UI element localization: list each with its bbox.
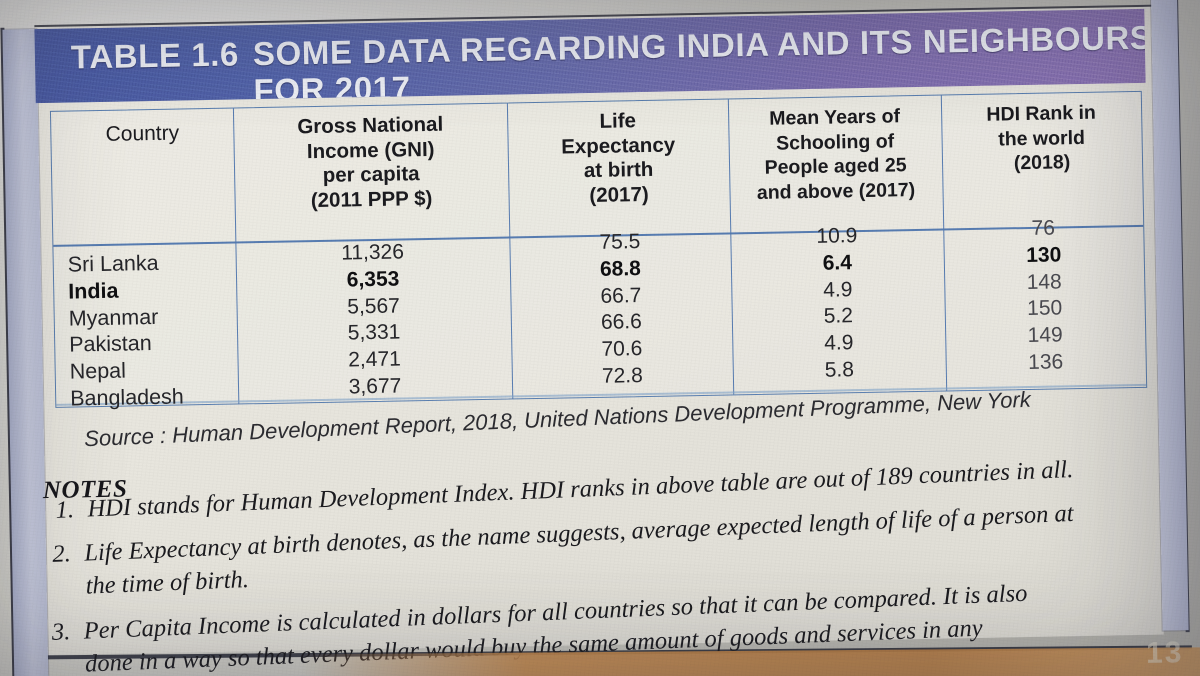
note-number: 3. <box>51 618 71 646</box>
header-hdi-l2: the world <box>998 126 1086 151</box>
header-gni-l2: Income (GNI) <box>306 137 435 163</box>
table-cell: 136 <box>1027 350 1064 374</box>
header-country-text: Country <box>105 121 180 146</box>
table-cell: 70.6 <box>601 337 643 362</box>
table-cell: Myanmar <box>68 304 159 331</box>
table-cell: Pakistan <box>69 331 152 357</box>
table-cell: 68.8 <box>599 256 642 281</box>
table-cell: 5.2 <box>823 304 854 329</box>
table-cell: 75.5 <box>599 230 641 254</box>
table-cell: Sri Lanka <box>67 250 159 277</box>
data-table: Country Gross National Income (GNI) per … <box>49 90 1148 411</box>
column-values-gni: 11,326 6,353 5,567 5,331 2,471 3,677 <box>235 237 512 403</box>
table-title-line1: SOME DATA REGARDING INDIA AND ITS NEIGHB… <box>252 18 1146 73</box>
note-number: 1. <box>55 496 75 524</box>
table-cell: 66.7 <box>600 283 642 308</box>
column-header-country: Country <box>51 121 233 149</box>
column-values-country: Sri Lanka India Myanmar Pakistan Nepal Bangla… <box>68 249 239 413</box>
header-life-l4: (2017) <box>589 182 649 207</box>
table-cell: 72.8 <box>601 364 644 388</box>
header-school-l4: and above (2017) <box>756 178 916 204</box>
table-cell: 66.6 <box>600 310 643 335</box>
table-cell: 4.9 <box>823 277 853 302</box>
column-header-life-expectancy: Life Expectancy at birth (2017) <box>507 107 730 209</box>
note-number: 2. <box>51 540 72 568</box>
column-header-gni: Gross National Income (GNI) per capita (… <box>233 112 509 215</box>
table-cell: 149 <box>1027 323 1063 348</box>
table-cell: 3,677 <box>348 374 402 399</box>
column-values-life: 75.5 68.8 66.7 66.6 70.6 72.8 <box>509 227 733 392</box>
header-hdi-l1: HDI Rank in <box>986 101 1097 126</box>
column-values-schooling: 10.9 6.4 4.9 5.2 4.9 5.8 <box>730 222 946 387</box>
header-school-l1: Mean Years of <box>769 105 901 130</box>
table-cell: Nepal <box>69 358 127 384</box>
table-cell: 148 <box>1026 269 1062 294</box>
header-gni-l4: (2011 PPP $) <box>310 186 433 212</box>
header-gni-l1: Gross National <box>297 112 444 139</box>
page-number: 13 <box>1145 636 1184 670</box>
table-number: TABLE 1.6 <box>70 35 240 76</box>
column-header-hdi-rank: HDI Rank in the world (2018) <box>941 100 1142 177</box>
table-cell: 5.8 <box>824 358 855 382</box>
table-cell: 6.4 <box>822 251 853 275</box>
table-cell: 4.9 <box>824 331 854 355</box>
column-values-hdi-rank: 76 130 148 150 149 136 <box>943 214 1146 378</box>
header-school-l3: People aged 25 <box>764 154 907 179</box>
table-cell: Bangladesh <box>69 384 184 411</box>
header-school-l2: Schooling of <box>775 129 895 155</box>
header-life-l3: at birth <box>583 157 654 183</box>
table-cell: 150 <box>1026 296 1063 321</box>
table-cell: 76 <box>1031 216 1056 240</box>
table-cell: 10.9 <box>816 224 858 248</box>
header-hdi-l3: (2018) <box>1013 151 1071 175</box>
header-life-l2: Expectancy <box>560 132 676 159</box>
header-life-l1: Life <box>599 109 637 133</box>
header-gni-l3: per capita <box>322 162 420 187</box>
table-cell: India <box>68 278 119 304</box>
table-cell: 130 <box>1026 243 1062 267</box>
column-header-schooling: Mean Years of Schooling of People aged 2… <box>728 104 943 206</box>
